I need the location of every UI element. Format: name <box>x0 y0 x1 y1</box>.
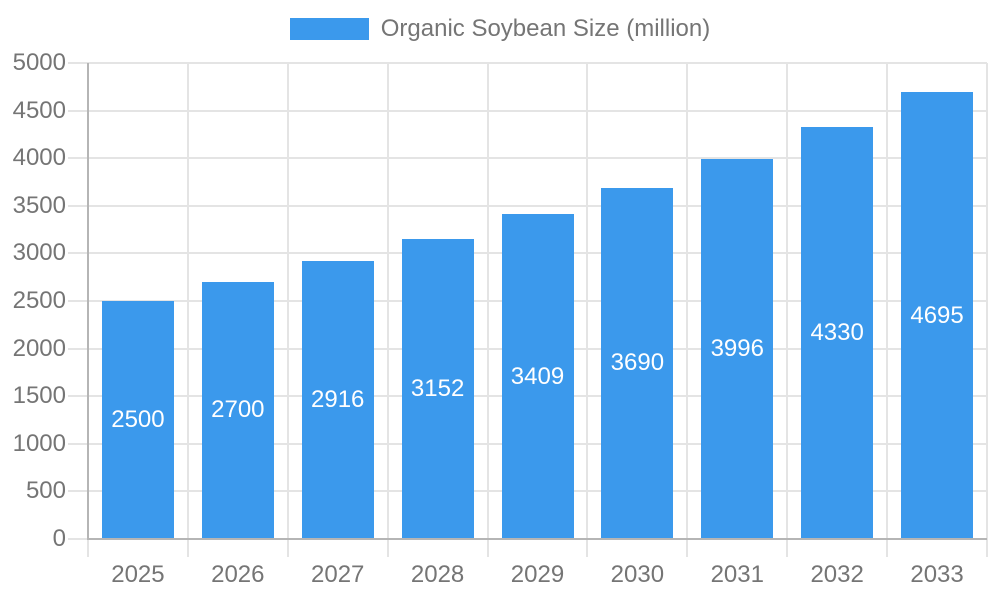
y-axis-tick-label: 3000 <box>12 239 66 267</box>
bar-value-label: 2700 <box>211 396 265 424</box>
x-axis-tick-label: 2032 <box>810 561 864 588</box>
bar-2031[interactable] <box>701 158 774 539</box>
x-axis-tick-label: 2029 <box>510 561 565 588</box>
y-gridline <box>88 157 987 160</box>
y-axis-tick-label: 2000 <box>12 334 66 362</box>
x-axis-line <box>88 538 987 540</box>
y-tick <box>68 157 88 160</box>
bar-value-label: 3152 <box>410 374 465 402</box>
category-gridline <box>886 63 889 539</box>
y-tick <box>68 204 88 207</box>
bar-2026[interactable] <box>201 281 274 539</box>
y-tick <box>68 109 88 112</box>
legend-swatch <box>289 18 369 40</box>
y-axis-tick-label: 4500 <box>12 96 66 124</box>
y-tick <box>68 538 88 540</box>
x-tick <box>186 539 189 557</box>
y-axis-tick-label: 5000 <box>12 49 66 76</box>
category-gridline <box>986 63 988 539</box>
x-axis-tick-label: 2026 <box>211 561 265 588</box>
bar-2025[interactable] <box>101 301 174 539</box>
y-axis-tick-label: 500 <box>25 477 66 505</box>
category-gridline <box>186 63 189 539</box>
y-gridline <box>88 109 987 112</box>
y-axis-tick-label: 0 <box>52 525 66 552</box>
y-gridline <box>88 204 987 207</box>
bar-2029[interactable] <box>501 214 574 539</box>
y-axis-tick-label: 1000 <box>12 429 66 457</box>
y-axis-tick-label: 1500 <box>12 382 66 410</box>
y-axis-line <box>87 63 89 540</box>
category-gridline <box>286 63 289 539</box>
y-tick <box>68 490 88 493</box>
bar-value-label: 2500 <box>111 406 165 433</box>
y-tick <box>68 347 88 350</box>
y-gridline <box>88 62 987 64</box>
bar-value-label: 3996 <box>710 334 764 362</box>
bar-value-label: 2916 <box>311 386 365 414</box>
y-tick <box>68 252 88 255</box>
x-axis-tick-label: 2033 <box>910 561 964 588</box>
x-tick <box>686 539 689 557</box>
x-axis-tick-label: 2028 <box>410 561 465 588</box>
y-axis-tick-label: 4000 <box>12 144 66 172</box>
category-gridline <box>786 63 789 539</box>
x-tick <box>87 539 89 557</box>
x-tick <box>986 539 988 557</box>
bar-2027[interactable] <box>301 261 374 539</box>
y-tick <box>68 62 88 64</box>
x-tick <box>886 539 889 557</box>
y-tick <box>68 395 88 398</box>
bar-value-label: 4695 <box>910 301 964 329</box>
x-tick <box>586 539 589 557</box>
y-tick <box>68 300 88 302</box>
legend-label: Organic Soybean Size (million) <box>380 15 711 42</box>
y-axis-tick-label: 3500 <box>12 191 66 219</box>
x-axis-tick-label: 2025 <box>111 561 165 588</box>
x-axis-tick-label: 2027 <box>311 561 365 588</box>
x-tick <box>786 539 789 557</box>
bar-value-label: 3690 <box>610 349 665 377</box>
x-tick <box>286 539 289 557</box>
chart-legend[interactable]: Organic Soybean Size (million) <box>0 15 1000 42</box>
category-gridline <box>686 63 689 539</box>
bar-value-label: 4330 <box>810 318 864 346</box>
bar-value-label: 3409 <box>510 362 565 390</box>
bar-2032[interactable] <box>801 126 874 539</box>
category-gridline <box>486 63 489 539</box>
category-gridline <box>386 63 389 539</box>
x-axis-tick-label: 2030 <box>610 561 665 588</box>
y-axis-tick-label: 2500 <box>12 287 66 314</box>
x-tick <box>486 539 489 557</box>
x-tick <box>386 539 389 557</box>
category-gridline <box>586 63 589 539</box>
x-axis-tick-label: 2031 <box>710 561 764 588</box>
bar-2028[interactable] <box>401 238 474 539</box>
y-tick <box>68 442 88 445</box>
bar-2030[interactable] <box>601 187 674 539</box>
bar-2033[interactable] <box>901 92 974 539</box>
